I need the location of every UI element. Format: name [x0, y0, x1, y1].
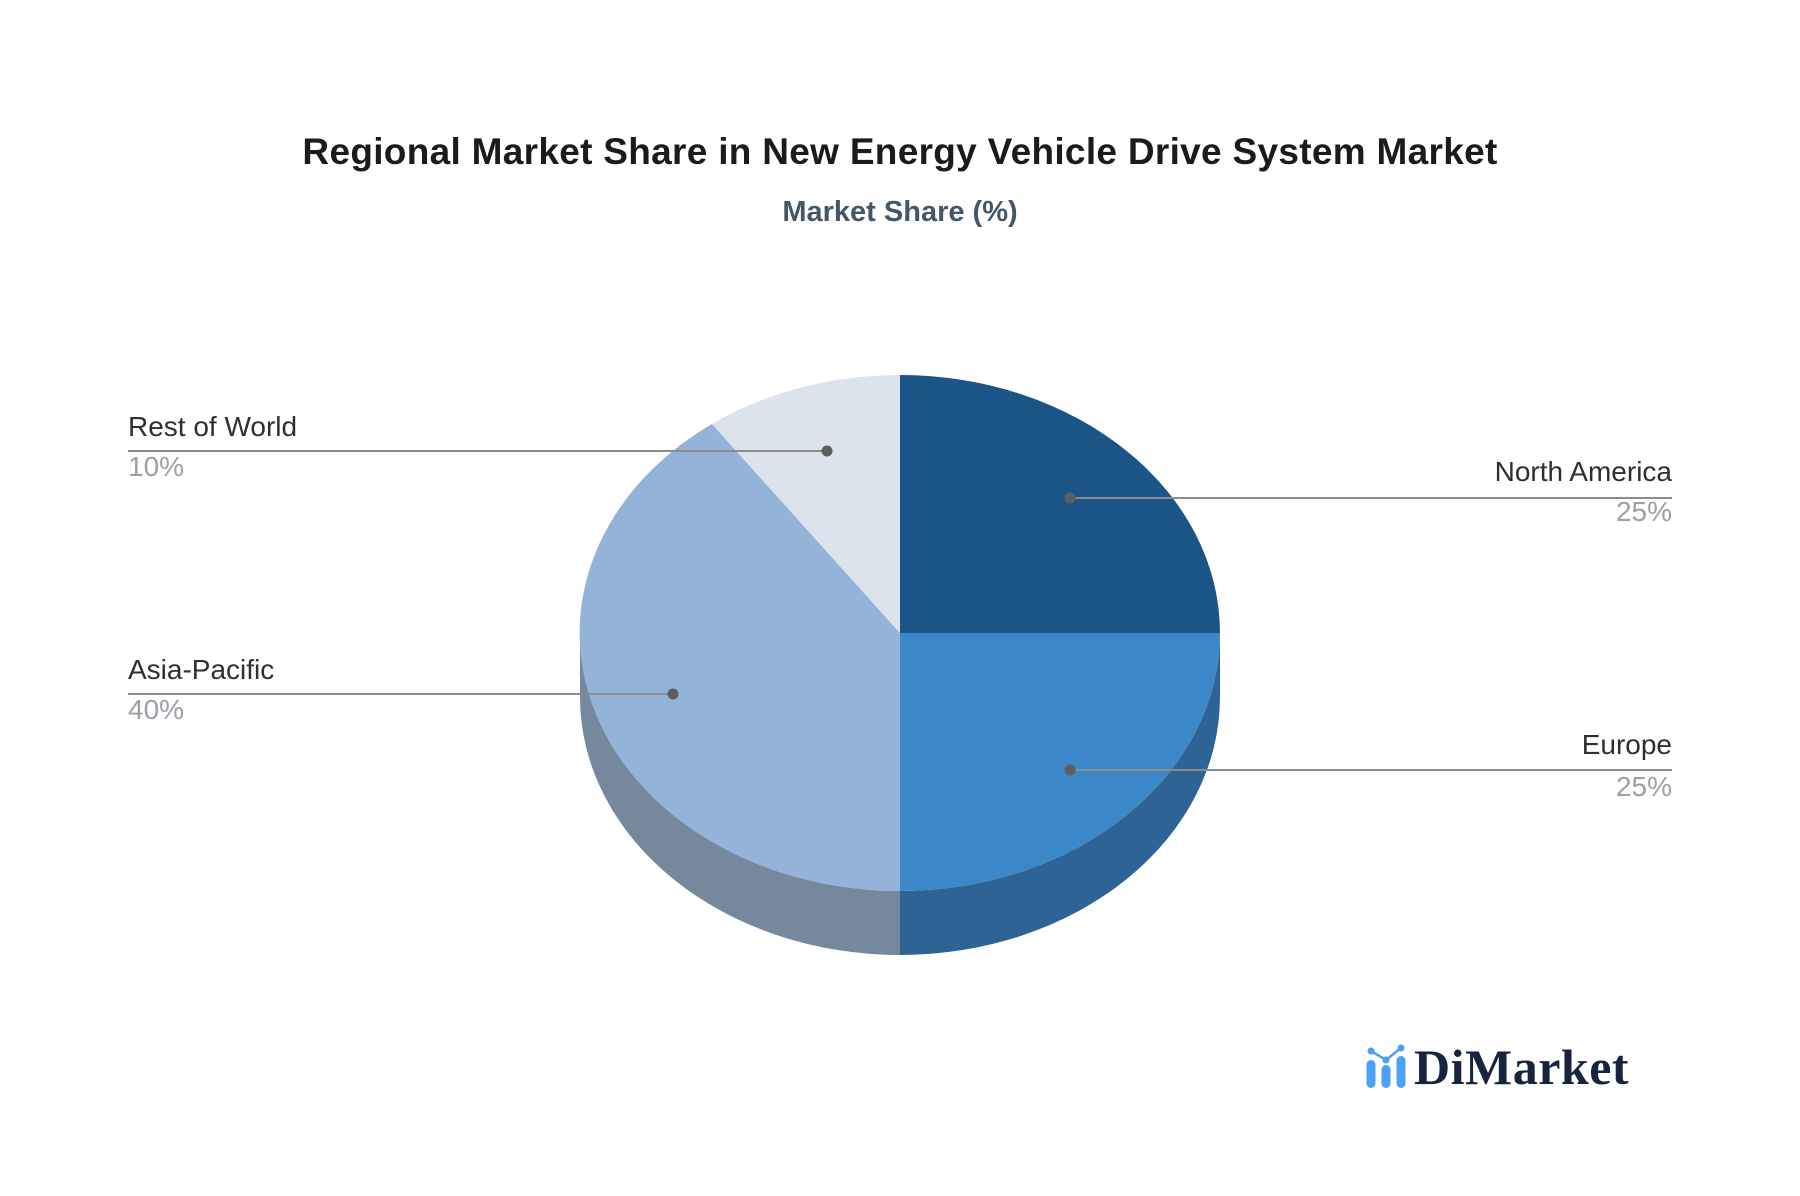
leader-dot-north-america	[1064, 492, 1076, 504]
callout-label-north-america: North America	[1494, 456, 1672, 487]
pie-slice-rest-of-world	[712, 374, 900, 633]
pie-depth-asia-pacific	[580, 633, 900, 955]
callout-percent-north-america: 25%	[1615, 496, 1672, 527]
callout-percent-europe: 25%	[1615, 771, 1672, 802]
callout-percent-asia-pacific: 40%	[128, 694, 185, 725]
leader-dot-europe	[1064, 764, 1076, 776]
leader-dot-asia-pacific	[667, 688, 679, 700]
logo-text: DiMarket	[1414, 1039, 1630, 1095]
chart-title: Regional Market Share in New Energy Vehi…	[302, 131, 1498, 172]
callout-label-europe: Europe	[1581, 729, 1672, 760]
bar-line-chart-icon	[1366, 1044, 1406, 1088]
chart-subtitle: Market Share (%)	[782, 196, 1018, 228]
callout-label-asia-pacific: Asia-Pacific	[128, 654, 275, 685]
pie-slice-north-america	[900, 375, 1220, 633]
pie-slice-asia-pacific	[579, 424, 900, 892]
pie-slice-europe	[900, 633, 1220, 891]
callout-label-rest-of-world: Rest of World	[128, 411, 298, 442]
callout-percent-rest-of-world: 10%	[128, 451, 185, 482]
pie-depth-europe	[900, 633, 1220, 955]
leader-dot-rest-of-world	[821, 445, 833, 457]
